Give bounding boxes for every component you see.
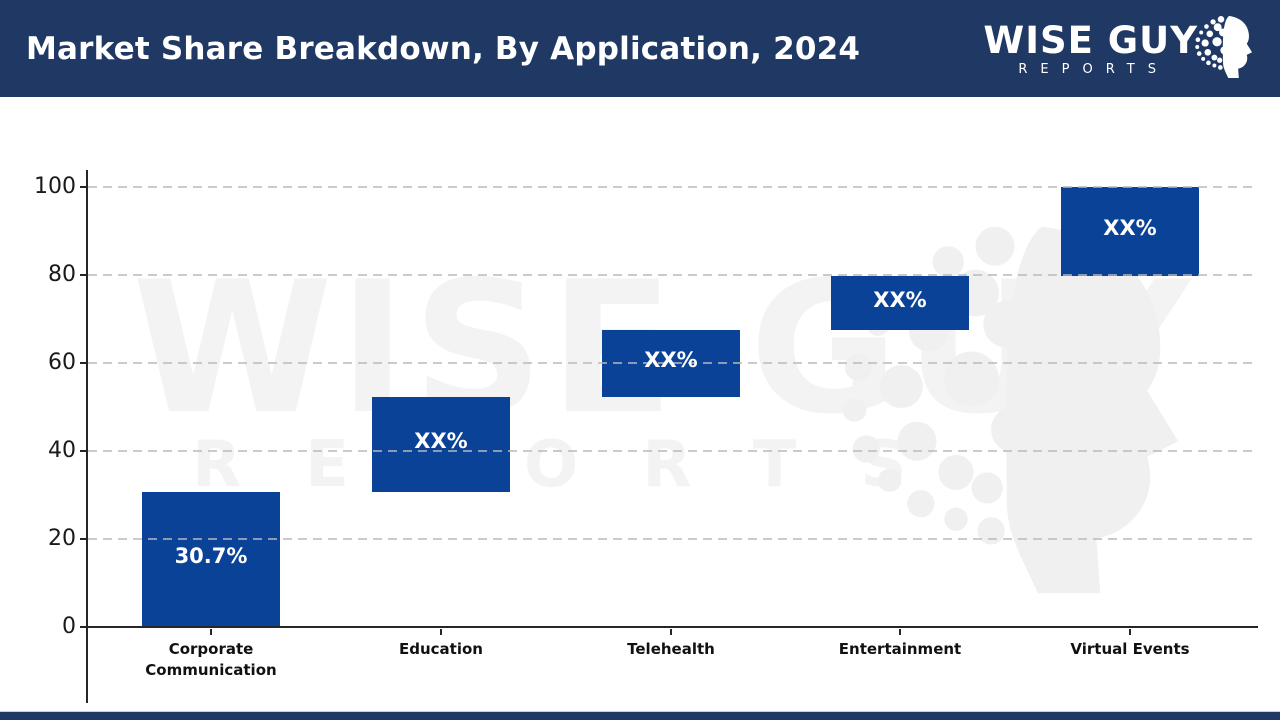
bar-virtual-events — [1061, 187, 1199, 276]
bar-corporate-communication — [142, 491, 280, 627]
y-tick-mark-100 — [80, 186, 87, 188]
watermark-subtext: REPORTS — [192, 428, 971, 502]
y-tick-label-0: 0 — [62, 614, 76, 639]
wiseguy-head-icon — [1195, 15, 1253, 78]
gridline-40 — [88, 450, 1257, 452]
x-tick-mark-2 — [670, 629, 672, 635]
x-category-label: Corporate Communication — [145, 640, 277, 679]
logo-wordmark: WISE GUY — [983, 18, 1198, 62]
x-category-label: Telehealth — [627, 640, 715, 658]
gridline-60 — [88, 362, 1257, 364]
y-tick-label-20: 20 — [48, 526, 76, 551]
x-tick-mark-0 — [210, 629, 212, 635]
page-title: Market Share Breakdown, By Application, … — [26, 30, 861, 67]
bar-value-label: XX% — [414, 429, 468, 454]
gridline-80 — [88, 274, 1257, 276]
gridline-20 — [88, 538, 1257, 540]
x-category-label: Entertainment — [838, 640, 962, 658]
wiseguy-logo: WISE GUY REPORTS — [983, 14, 1254, 84]
bar-value-label: XX% — [873, 287, 927, 312]
x-tick-mark-3 — [899, 629, 901, 635]
logo-subtitle: REPORTS — [1018, 61, 1169, 77]
x-category-label: Education — [399, 640, 483, 658]
bar-entertainment — [831, 275, 969, 330]
bar-value-label: 30.7% — [174, 544, 248, 569]
wiseguy-logo-text: WISE GUY REPORTS — [983, 22, 1198, 76]
y-tick-label-40: 40 — [48, 438, 76, 463]
x-tick-mark-1 — [440, 629, 442, 635]
footer-bar — [0, 711, 1280, 720]
y-axis-line — [86, 170, 88, 703]
y-tick-mark-0 — [80, 626, 87, 628]
x-tick-mark-4 — [1129, 629, 1131, 635]
header-bar: Market Share Breakdown, By Application, … — [0, 0, 1280, 97]
y-tick-mark-20 — [80, 538, 87, 540]
bar-value-label: XX% — [644, 348, 698, 373]
y-tick-label-80: 80 — [48, 262, 76, 287]
chart-plot-region: WISE GUY REPORTS 0 20 40 60 80 100 30.7% Corpor… — [0, 97, 1280, 712]
x-axis-line — [86, 626, 1258, 628]
bar-education — [372, 396, 510, 492]
y-tick-mark-60 — [80, 362, 87, 364]
y-tick-mark-40 — [80, 450, 87, 452]
y-tick-label-60: 60 — [48, 350, 76, 375]
bar-value-label: XX% — [1103, 216, 1157, 241]
x-category-label: Virtual Events — [1070, 640, 1190, 658]
y-tick-label-100: 100 — [34, 174, 76, 199]
y-tick-mark-80 — [80, 274, 87, 276]
gridline-100 — [88, 186, 1257, 188]
